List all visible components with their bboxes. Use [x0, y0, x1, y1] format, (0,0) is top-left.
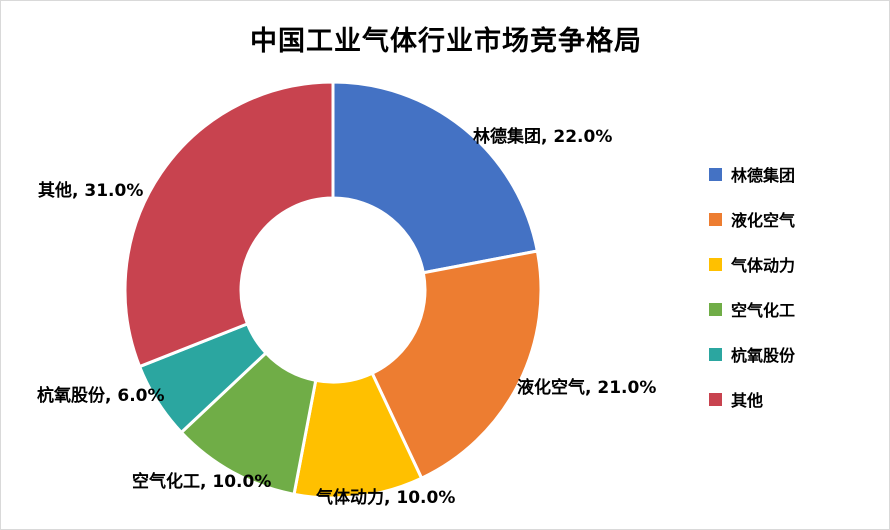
legend-item-airliquide: 液化空气	[709, 209, 796, 230]
legend-swatch-icon	[709, 347, 722, 361]
legend-swatch-icon	[709, 392, 722, 406]
legend-item-label: 空气化工	[731, 301, 796, 320]
legend-item-hangyang: 杭氧股份	[709, 344, 796, 365]
data-label-airproducts: 气体动力, 10.0%	[316, 488, 456, 508]
data-label-airliquide: 液化空气, 21.0%	[517, 378, 657, 398]
chart-title: 中国工业气体行业市场竞争格局	[250, 26, 642, 57]
legend-swatch-icon	[709, 212, 722, 226]
legend-item-others: 其他	[709, 389, 795, 410]
legend-item-linde: 林德集团	[709, 164, 796, 185]
donut-slice-林德集团	[331, 80, 539, 275]
legend-item-label: 其他	[731, 391, 764, 410]
legend-item-label: 气体动力	[731, 256, 796, 275]
data-label-hangyang: 杭氧股份, 6.0%	[37, 386, 165, 406]
data-label-airchem: 空气化工, 10.0%	[132, 472, 272, 492]
legend: 林德集团 液化空气 气体动力 空气化工 杭氧股份 其他	[709, 164, 795, 434]
data-label-others: 其他, 31.0%	[38, 181, 144, 201]
data-label-linde: 林德集团, 22.0%	[473, 127, 613, 147]
legend-item-label: 液化空气	[731, 211, 796, 230]
donut-slice-液化空气	[370, 249, 543, 480]
legend-swatch-icon	[709, 302, 722, 316]
legend-item-label: 林德集团	[731, 166, 796, 185]
donut-slice-其他	[123, 80, 335, 369]
legend-swatch-icon	[709, 167, 722, 181]
legend-item-airproducts: 气体动力	[709, 254, 796, 275]
legend-item-label: 杭氧股份	[731, 346, 796, 365]
legend-swatch-icon	[709, 257, 722, 271]
legend-item-airchem: 空气化工	[709, 299, 796, 320]
